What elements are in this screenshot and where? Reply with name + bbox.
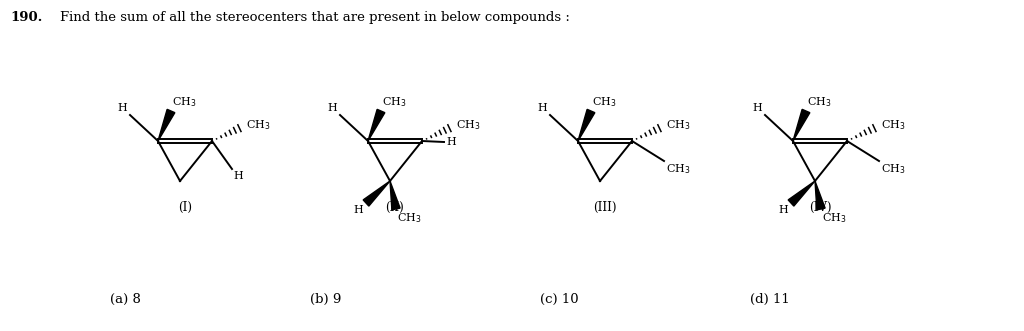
Text: H: H (353, 205, 362, 215)
Text: (d) 11: (d) 11 (750, 293, 790, 306)
Text: CH$_3$: CH$_3$ (881, 162, 905, 176)
Text: H: H (753, 103, 762, 113)
Text: H: H (118, 103, 127, 113)
Text: CH$_3$: CH$_3$ (172, 95, 197, 109)
Text: H: H (233, 171, 243, 181)
Polygon shape (788, 181, 815, 206)
Text: CH$_3$: CH$_3$ (666, 162, 690, 176)
Polygon shape (390, 181, 400, 210)
Polygon shape (578, 109, 595, 141)
Text: H: H (778, 205, 788, 215)
Text: 190.: 190. (10, 11, 42, 24)
Text: CH$_3$: CH$_3$ (807, 95, 831, 109)
Text: Find the sum of all the stereocenters that are present in below compounds :: Find the sum of all the stereocenters th… (60, 11, 570, 24)
Text: H: H (446, 137, 456, 147)
Text: (a) 8: (a) 8 (110, 293, 141, 306)
Text: CH$_3$: CH$_3$ (456, 118, 480, 132)
Text: H: H (538, 103, 547, 113)
Polygon shape (368, 109, 385, 141)
Polygon shape (793, 109, 810, 141)
Text: (I): (I) (178, 201, 193, 214)
Text: (II): (II) (386, 201, 404, 214)
Text: CH$_3$: CH$_3$ (397, 211, 422, 225)
Text: (c) 10: (c) 10 (540, 293, 579, 306)
Text: CH$_3$: CH$_3$ (246, 118, 270, 132)
Text: CH$_3$: CH$_3$ (382, 95, 407, 109)
Polygon shape (364, 181, 390, 206)
Polygon shape (158, 109, 175, 141)
Polygon shape (815, 181, 825, 210)
Text: (III): (III) (593, 201, 616, 214)
Text: CH$_3$: CH$_3$ (822, 211, 847, 225)
Text: CH$_3$: CH$_3$ (592, 95, 616, 109)
Text: (b) 9: (b) 9 (310, 293, 341, 306)
Text: CH$_3$: CH$_3$ (666, 118, 690, 132)
Text: H: H (328, 103, 337, 113)
Text: CH$_3$: CH$_3$ (881, 118, 905, 132)
Text: (IV): (IV) (809, 201, 831, 214)
